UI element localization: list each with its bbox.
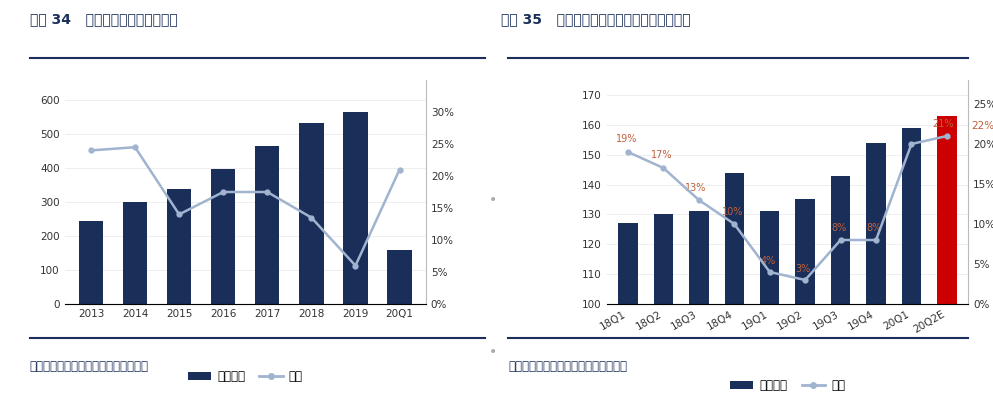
Text: 8%: 8% — [831, 223, 846, 233]
Bar — [902, 128, 922, 400]
Bar — [795, 200, 815, 400]
Bar — [866, 143, 886, 400]
Legend: 时效收入, 同比: 时效收入, 同比 — [183, 365, 308, 388]
Bar — [212, 169, 235, 304]
Bar — [387, 250, 412, 304]
Bar — [725, 172, 744, 400]
Text: •: • — [489, 345, 496, 359]
Bar — [78, 221, 103, 304]
Text: 图表 34   公司时效业务收入及增速: 图表 34 公司时效业务收入及增速 — [30, 12, 178, 26]
Text: 17%: 17% — [650, 150, 672, 160]
Text: 3%: 3% — [795, 264, 811, 274]
Bar — [299, 123, 324, 304]
Bar — [619, 223, 638, 400]
Bar — [831, 176, 850, 400]
Text: 资料来源：公司公告，华创证券测算。: 资料来源：公司公告，华创证券测算。 — [30, 360, 149, 373]
Bar — [167, 189, 192, 304]
Text: 8%: 8% — [867, 223, 882, 233]
Bar — [937, 116, 956, 400]
Text: •: • — [489, 193, 496, 207]
Text: 4%: 4% — [761, 256, 776, 266]
Bar — [344, 112, 367, 304]
Text: 21%: 21% — [932, 119, 954, 129]
Bar — [689, 212, 709, 400]
Bar — [255, 146, 279, 304]
Text: 13%: 13% — [684, 183, 706, 193]
Legend: 时效收入, 同比: 时效收入, 同比 — [725, 374, 850, 397]
Text: 图表 35   公司分季度时效件业务收入增速测算: 图表 35 公司分季度时效件业务收入增速测算 — [501, 12, 691, 26]
Text: 22%: 22% — [972, 121, 993, 130]
Bar — [653, 214, 673, 400]
Text: 10%: 10% — [722, 207, 743, 217]
Bar — [760, 212, 780, 400]
Text: 19%: 19% — [616, 134, 637, 144]
Bar — [123, 202, 147, 304]
Text: 资料来源：公司公告，华创证券测算。: 资料来源：公司公告，华创证券测算。 — [508, 360, 628, 373]
